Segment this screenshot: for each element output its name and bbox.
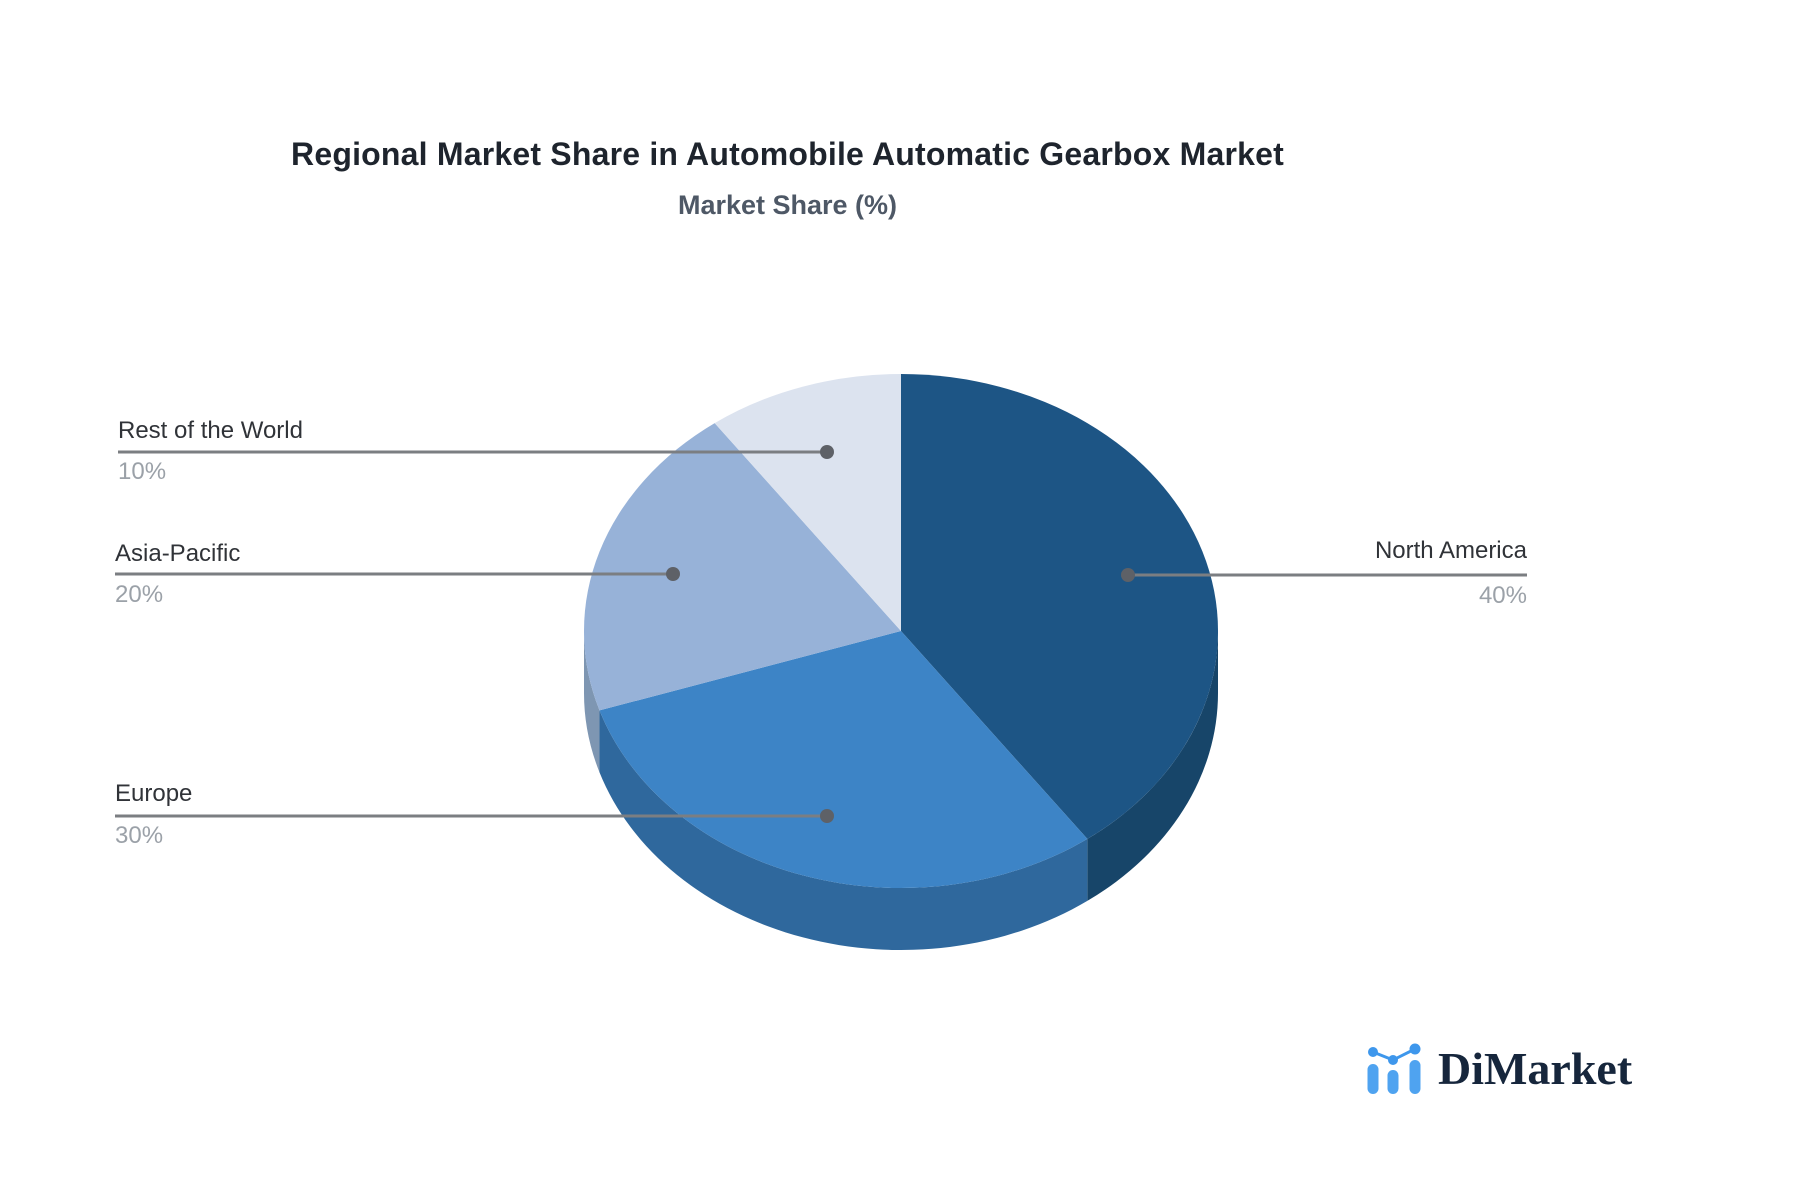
pie-slice-asia-pacific[interactable]: [584, 423, 901, 711]
pie-slice-side-asia-pacific: [584, 631, 600, 773]
leader-dot-rest-of-the-world: [820, 445, 834, 459]
chart-subtitle: Market Share (%): [677, 190, 898, 220]
leader-dot-north-america: [1121, 568, 1135, 582]
pie-slice-side-north-america: [1087, 631, 1218, 901]
brand-name: DiMarket: [1438, 1043, 1633, 1094]
slice-label-north-america: North America: [1374, 537, 1527, 564]
slice-label-asia-pacific: Asia-Pacific: [115, 540, 241, 567]
pie-slice-europe[interactable]: [599, 631, 1088, 889]
bar-line-chart-icon: [1367, 1043, 1421, 1094]
pie-slice-rest-of-the-world[interactable]: [714, 374, 901, 631]
slice-value-rest-of-the-world: 10%: [118, 458, 167, 485]
chart-title: Regional Market Share in Automobile Auto…: [291, 136, 1284, 172]
leader-dot-europe: [820, 809, 834, 823]
slice-value-europe: 30%: [115, 822, 164, 849]
slice-label-rest-of-the-world: Rest of the World: [118, 417, 303, 444]
pie-slice-north-america[interactable]: [901, 374, 1219, 839]
leader-dot-asia-pacific: [666, 567, 680, 581]
slice-value-north-america: 40%: [1478, 582, 1527, 609]
slice-label-europe: Europe: [115, 780, 193, 807]
pie-slice-side-europe: [599, 710, 1088, 951]
slice-value-asia-pacific: 20%: [115, 581, 164, 608]
brand-logo: DiMarket: [1362, 1040, 1632, 1098]
